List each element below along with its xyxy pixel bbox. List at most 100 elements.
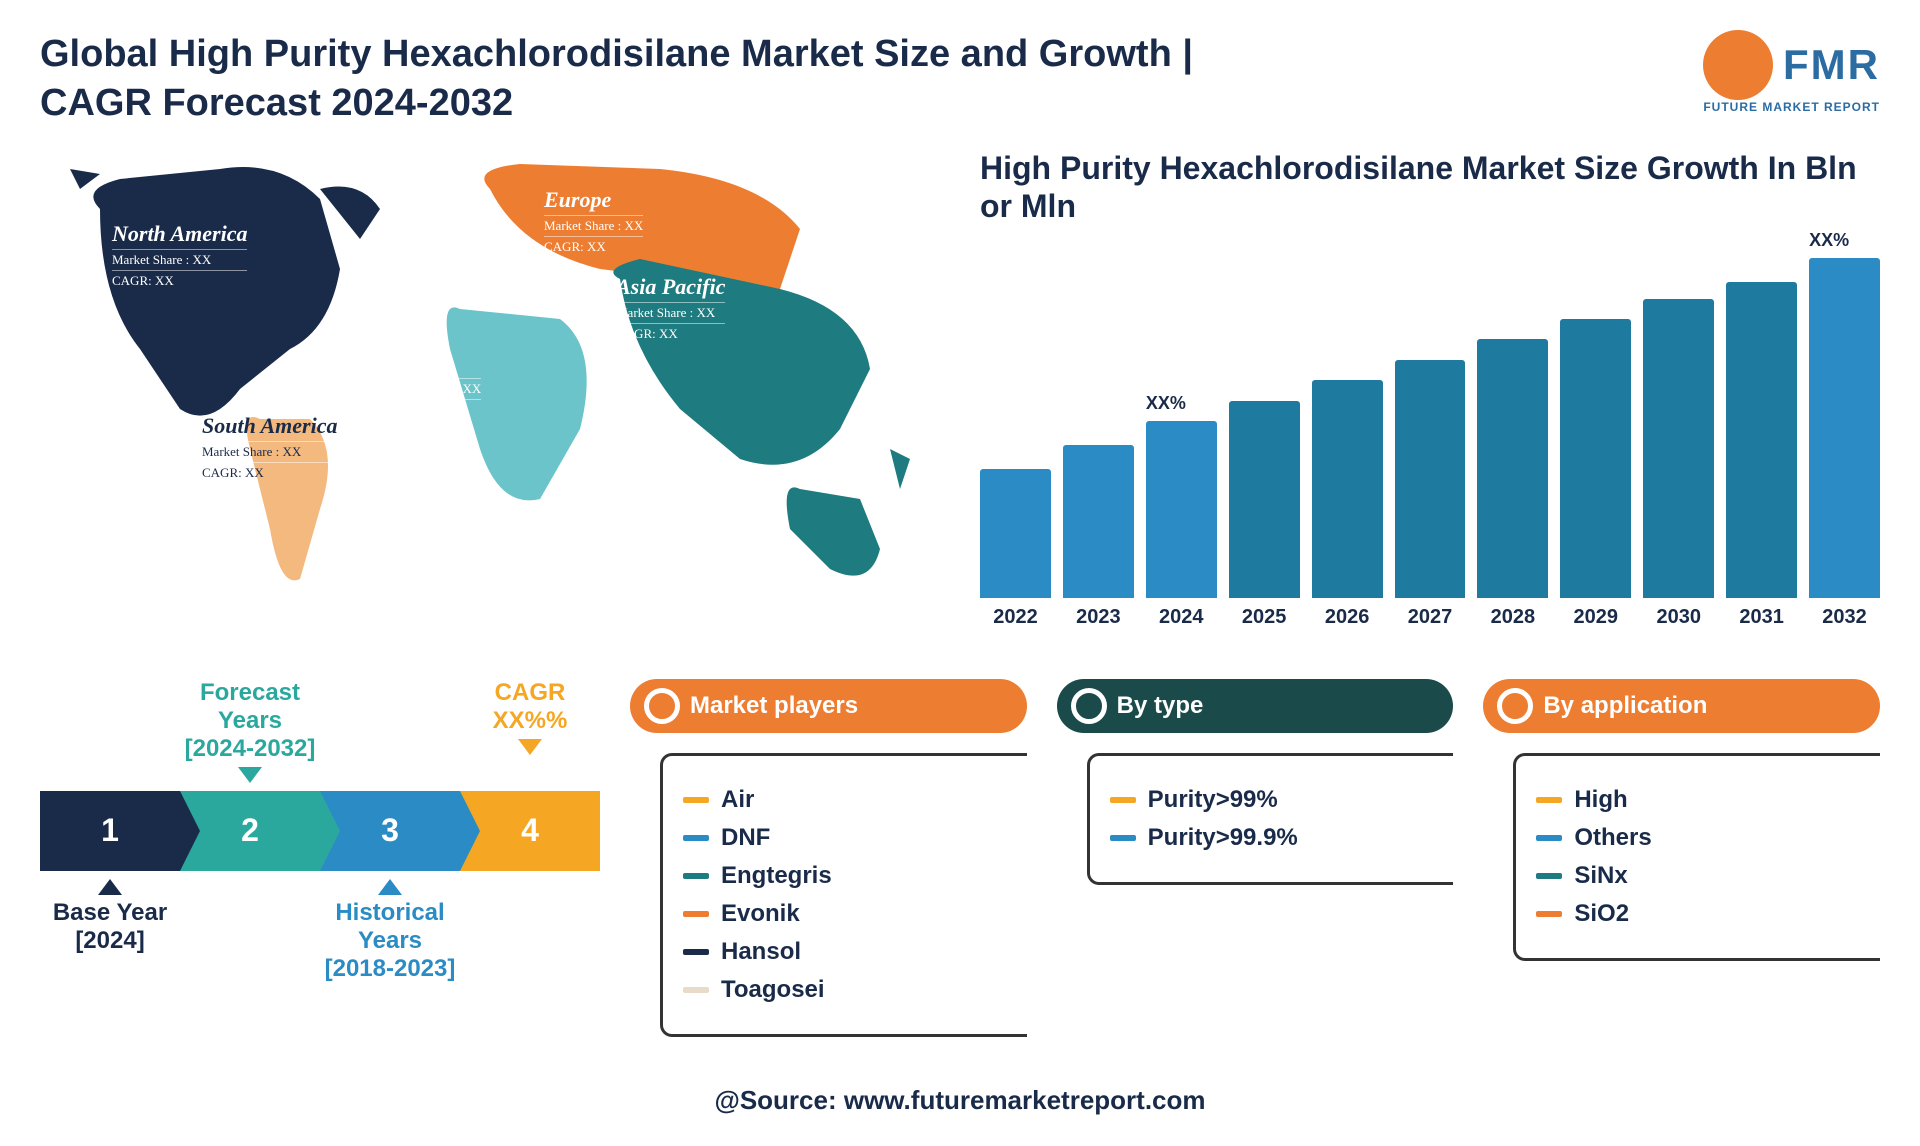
bullet-icon [1110, 797, 1136, 803]
category-item: SiNx [1536, 862, 1880, 890]
logo-text: FMR [1783, 41, 1880, 89]
category-item-label: Engtegris [721, 862, 832, 890]
map-label-asia-pacific: Asia PacificMarket Share : XXCAGR: XX [616, 274, 725, 342]
category-item: SiO2 [1536, 900, 1880, 928]
bar-col: XX% 2032 [1809, 258, 1880, 629]
category-item-label: Purity>99.9% [1148, 824, 1298, 852]
bar [1477, 339, 1548, 597]
bullet-icon [1536, 835, 1562, 841]
bar-col: XX%2024 [1146, 421, 1217, 629]
page-title: Global High Purity Hexachlorodisilane Ma… [40, 30, 1240, 129]
upper-section: North AmericaMarket Share : XXCAGR: XX So… [40, 149, 1880, 629]
logo-subtitle: FUTURE MARKET REPORT [1703, 100, 1880, 114]
category-item-label: Hansol [721, 938, 801, 966]
category-column: By type Purity>99% Purity>99.9% [1057, 679, 1454, 1037]
category-item-label: Toagosei [721, 976, 825, 1004]
bullet-icon [683, 911, 709, 917]
category-column: Market players Air DNF Engtegris Evonik Hanso… [630, 679, 1027, 1037]
category-list: Air DNF Engtegris Evonik Hansol Toagosei [660, 753, 1027, 1037]
bar-year-label: 2031 [1739, 606, 1784, 629]
header: Global High Purity Hexachlorodisilane Ma… [40, 30, 1880, 129]
category-item: DNF [683, 824, 1027, 852]
chart-title: High Purity Hexachlorodisilane Market Si… [980, 149, 1880, 226]
bar-year-label: 2029 [1574, 606, 1619, 629]
bar-col: 2025 [1229, 401, 1300, 629]
category-item-label: Air [721, 786, 754, 814]
bar-annotation: XX% [1809, 230, 1849, 251]
category-item-label: Purity>99% [1148, 786, 1278, 814]
logo: FMR FUTURE MARKET REPORT [1703, 30, 1880, 114]
bar-chart: High Purity Hexachlorodisilane Market Si… [980, 149, 1880, 629]
bar [1229, 401, 1300, 598]
category-column: By application High Others SiNx SiO2 [1483, 679, 1880, 1037]
bar-area: 20222023XX%20242025202620272028202920302… [980, 236, 1880, 629]
bar-col: 2029 [1560, 319, 1631, 629]
bullet-icon [683, 873, 709, 879]
lower-section: Forecast Years[2024-2032] CAGRXX%% 1234 B… [40, 679, 1880, 1037]
bar-col: 2028 [1477, 339, 1548, 628]
bullet-icon [1536, 873, 1562, 879]
category-list: High Others SiNx SiO2 [1513, 753, 1880, 961]
bar-col: 2030 [1643, 299, 1714, 629]
bar-year-label: 2028 [1491, 606, 1536, 629]
timeline-label-bottom: Base Year[2024] [40, 879, 180, 983]
map-label-south-america: South AmericaMarket Share : XXCAGR: XX [202, 413, 338, 481]
bar-year-label: 2026 [1325, 606, 1370, 629]
bar-year-label: 2023 [1076, 606, 1121, 629]
category-item-label: SiNx [1574, 862, 1627, 890]
category-list: Purity>99% Purity>99.9% [1087, 753, 1454, 885]
bar-year-label: 2025 [1242, 606, 1287, 629]
category-header: By application [1483, 679, 1880, 733]
category-item: Hansol [683, 938, 1027, 966]
bar [1643, 299, 1714, 598]
timeline-label-bottom: Historical Years[2018-2023] [320, 879, 460, 983]
category-header: Market players [630, 679, 1027, 733]
bar-col: 2027 [1395, 360, 1466, 629]
bullet-icon [683, 835, 709, 841]
categories: Market players Air DNF Engtegris Evonik Hanso… [630, 679, 1880, 1037]
bar [1063, 445, 1134, 598]
timeline-segment: 4 [460, 791, 600, 871]
category-item-label: Evonik [721, 900, 800, 928]
timeline-label-top: Forecast Years[2024-2032] [180, 679, 320, 783]
map-label-north-america: North AmericaMarket Share : XXCAGR: XX [112, 221, 247, 289]
category-item: Purity>99.9% [1110, 824, 1454, 852]
category-item-label: DNF [721, 824, 770, 852]
world-map: North AmericaMarket Share : XXCAGR: XX So… [40, 149, 940, 629]
bar [1312, 380, 1383, 598]
bullet-icon [683, 797, 709, 803]
bar [1560, 319, 1631, 598]
bar-col: 2026 [1312, 380, 1383, 629]
bullet-icon [1536, 797, 1562, 803]
bar-col: 2022 [980, 469, 1051, 629]
bar-col: 2023 [1063, 445, 1134, 629]
category-item: Engtegris [683, 862, 1027, 890]
timeline-label-top: CAGRXX%% [460, 679, 600, 783]
bar-year-label: 2022 [993, 606, 1038, 629]
bar-year-label: 2024 [1159, 606, 1204, 629]
category-header: By type [1057, 679, 1454, 733]
category-item: Others [1536, 824, 1880, 852]
category-item-label: SiO2 [1574, 900, 1629, 928]
bar: XX% [1809, 258, 1880, 598]
timeline-segment: 1 [40, 791, 180, 871]
bullet-icon [683, 949, 709, 955]
category-item: Air [683, 786, 1027, 814]
timeline-segment: 2 [180, 791, 320, 871]
category-item: Evonik [683, 900, 1027, 928]
bar-year-label: 2027 [1408, 606, 1453, 629]
category-item-label: High [1574, 786, 1627, 814]
bar-annotation: XX% [1146, 393, 1186, 414]
bullet-icon [1536, 911, 1562, 917]
logo-icon [1703, 30, 1773, 100]
category-item: High [1536, 786, 1880, 814]
timeline-segment: 3 [320, 791, 460, 871]
category-item-label: Others [1574, 824, 1651, 852]
bar [1395, 360, 1466, 598]
category-item: Purity>99% [1110, 786, 1454, 814]
bullet-icon [1110, 835, 1136, 841]
map-label-mea: MEAMarket Share : XXCAGR: XX [382, 350, 481, 418]
bar-year-label: 2032 [1822, 606, 1867, 629]
timeline-strip: 1234 [40, 791, 600, 871]
bar-year-label: 2030 [1656, 606, 1701, 629]
